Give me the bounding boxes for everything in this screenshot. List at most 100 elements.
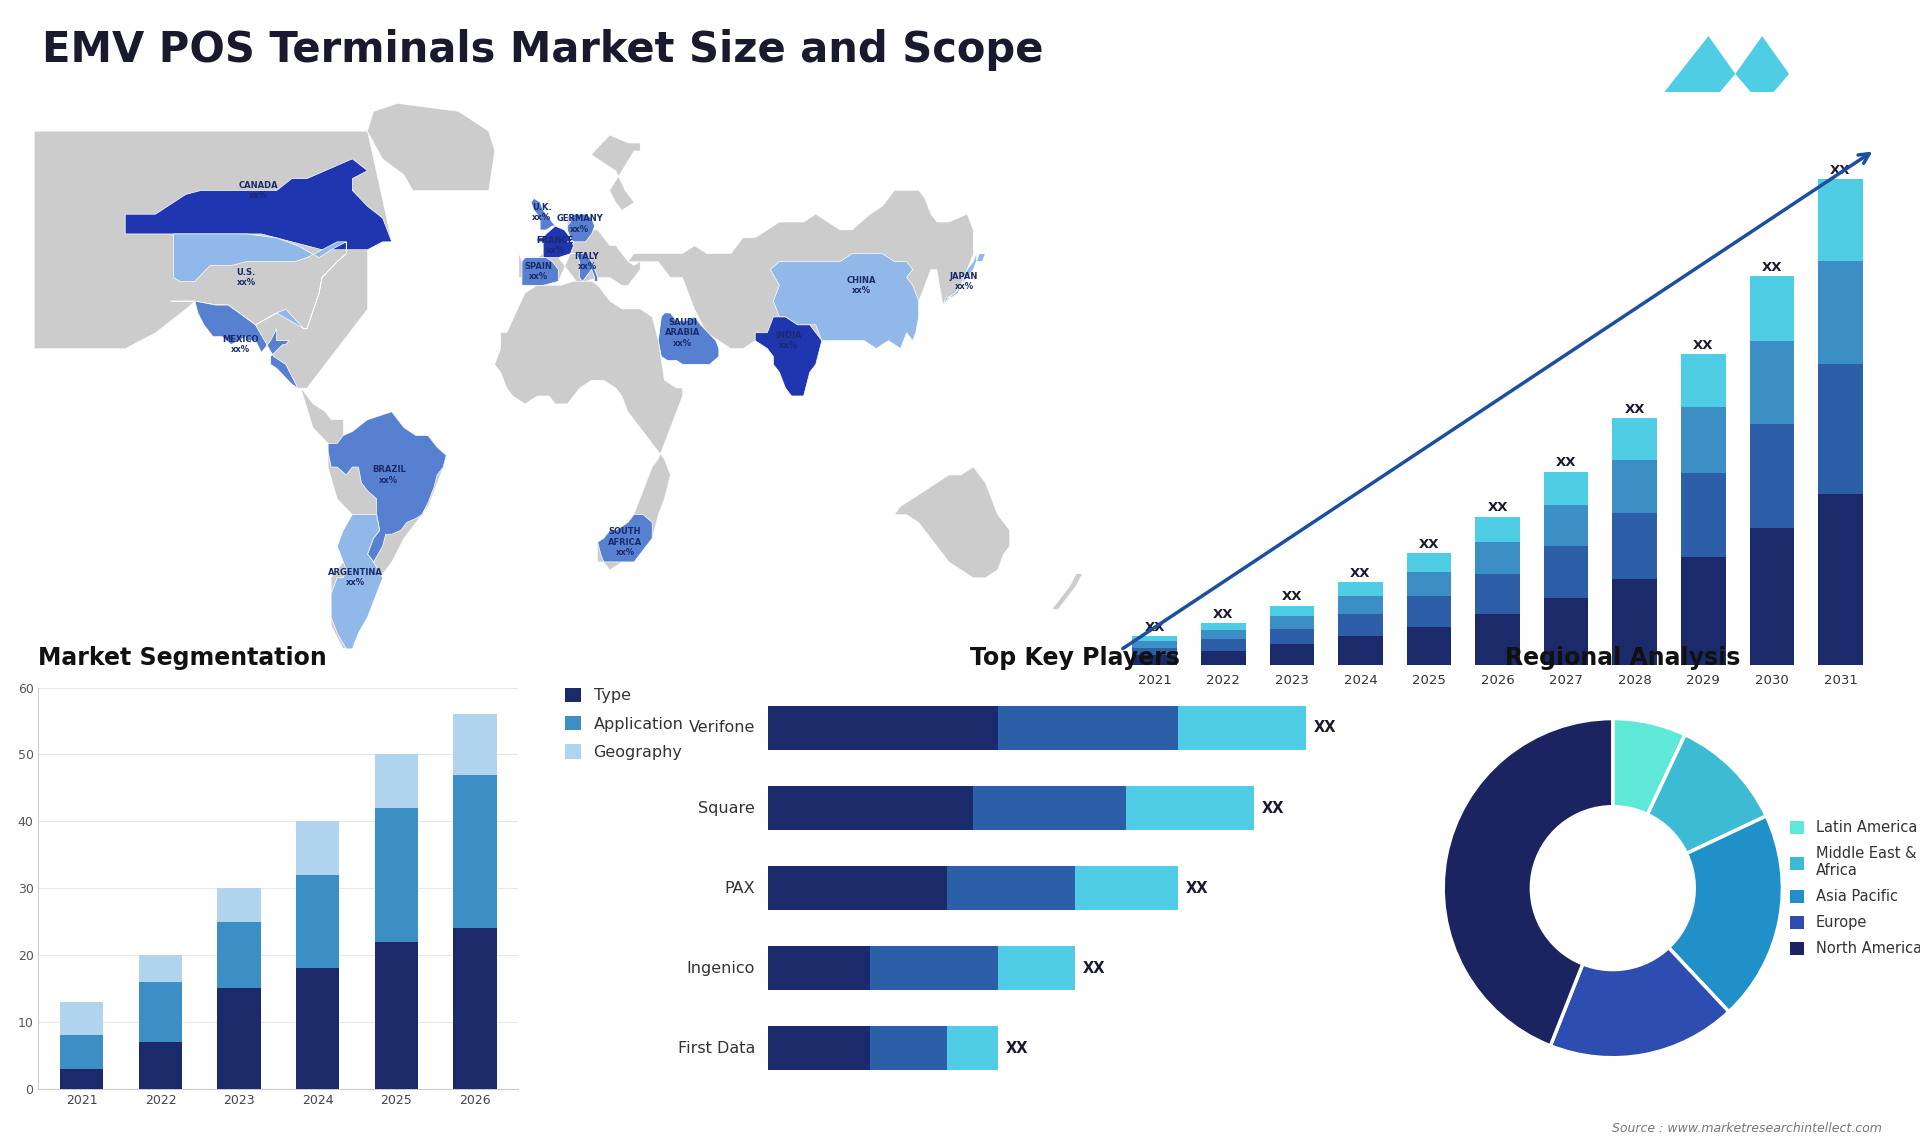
Bar	[374, 754, 419, 808]
Bar	[217, 921, 261, 988]
Text: XX: XX	[1693, 338, 1713, 352]
Bar	[1269, 615, 1313, 628]
Bar	[60, 1068, 104, 1089]
Bar	[1338, 614, 1382, 636]
Wedge shape	[1549, 948, 1728, 1058]
Bar	[1407, 554, 1452, 572]
Text: EMV POS Terminals Market Size and Scope: EMV POS Terminals Market Size and Scope	[42, 29, 1044, 71]
Text: JAPAN
xx%: JAPAN xx%	[950, 272, 979, 291]
Bar	[1682, 354, 1726, 407]
Polygon shape	[35, 131, 392, 388]
Text: INDIA
xx%: INDIA xx%	[776, 331, 803, 351]
Bar	[947, 866, 1075, 910]
Text: XX: XX	[1488, 502, 1507, 515]
Bar	[998, 947, 1075, 990]
Bar	[60, 1002, 104, 1035]
Bar	[138, 1042, 182, 1089]
Bar	[1544, 505, 1588, 547]
Bar	[217, 888, 261, 921]
Text: MEXICO
xx%: MEXICO xx%	[223, 335, 259, 354]
Text: MARKET
RESEARCH
INTELLECT: MARKET RESEARCH INTELLECT	[1797, 50, 1851, 85]
Text: XX: XX	[1624, 402, 1645, 416]
Text: Source : www.marketresearchintellect.com: Source : www.marketresearchintellect.com	[1611, 1122, 1882, 1135]
Bar	[1202, 639, 1246, 651]
Wedge shape	[1668, 816, 1782, 1012]
Text: XX: XX	[1763, 260, 1782, 274]
Text: XX: XX	[1350, 567, 1371, 580]
Bar	[870, 947, 998, 990]
Bar	[453, 928, 497, 1089]
Bar	[1177, 706, 1306, 749]
Text: XX: XX	[1185, 880, 1208, 896]
Bar	[1749, 528, 1793, 665]
Legend: Latin America, Middle East &
Africa, Asia Pacific, Europe, North America: Latin America, Middle East & Africa, Asi…	[1789, 821, 1920, 956]
Text: XX: XX	[1261, 801, 1284, 816]
Polygon shape	[301, 388, 445, 649]
Bar	[1407, 627, 1452, 665]
Bar	[768, 947, 870, 990]
Bar	[1613, 418, 1657, 460]
Bar	[1133, 642, 1177, 647]
Polygon shape	[975, 253, 985, 261]
Bar	[374, 808, 419, 942]
Bar	[1475, 542, 1521, 574]
Text: Square: Square	[699, 801, 755, 816]
Polygon shape	[770, 253, 920, 348]
Polygon shape	[328, 411, 445, 562]
Polygon shape	[194, 301, 298, 388]
Bar	[1682, 473, 1726, 557]
Bar	[1075, 866, 1177, 910]
Bar	[1818, 179, 1862, 261]
Bar	[1338, 636, 1382, 665]
Bar	[1475, 614, 1521, 665]
Bar	[1818, 261, 1862, 363]
Bar	[60, 1035, 104, 1068]
Bar	[1407, 596, 1452, 627]
Bar	[1749, 342, 1793, 424]
Polygon shape	[568, 214, 595, 242]
Polygon shape	[125, 159, 392, 250]
Bar	[1127, 786, 1254, 830]
Bar	[453, 775, 497, 928]
Text: Verifone: Verifone	[689, 721, 755, 736]
Polygon shape	[755, 317, 822, 397]
Bar	[1749, 276, 1793, 342]
Bar	[1682, 557, 1726, 665]
Text: XX: XX	[1419, 537, 1440, 550]
Bar	[1133, 636, 1177, 642]
Bar	[296, 822, 340, 874]
Text: SPAIN
xx%: SPAIN xx%	[524, 261, 553, 281]
Text: ITALY
xx%: ITALY xx%	[574, 252, 599, 272]
Text: BRAZIL
xx%: BRAZIL xx%	[372, 465, 405, 485]
Bar	[1338, 582, 1382, 596]
Text: XX: XX	[1144, 621, 1165, 634]
Text: CHINA
xx%: CHINA xx%	[847, 276, 876, 295]
Bar	[768, 706, 998, 749]
Wedge shape	[1613, 719, 1686, 815]
Text: First Data: First Data	[678, 1041, 755, 1055]
Bar	[998, 706, 1177, 749]
Text: CANADA
xx%: CANADA xx%	[238, 181, 278, 201]
Bar	[947, 1027, 998, 1070]
Bar	[1613, 460, 1657, 512]
Bar	[1269, 606, 1313, 615]
Text: XX: XX	[1083, 960, 1106, 975]
Text: XX: XX	[1213, 607, 1233, 621]
Polygon shape	[538, 226, 574, 258]
Text: U.K.
xx%: U.K. xx%	[532, 203, 551, 222]
Polygon shape	[328, 515, 382, 649]
Bar	[296, 968, 340, 1089]
Polygon shape	[1052, 574, 1083, 610]
Text: GERMANY
xx%: GERMANY xx%	[557, 214, 603, 234]
Polygon shape	[532, 198, 555, 230]
Polygon shape	[895, 468, 1010, 578]
Bar	[138, 982, 182, 1042]
Bar	[296, 874, 340, 968]
Bar	[1682, 407, 1726, 473]
Wedge shape	[1647, 735, 1766, 854]
Bar	[1475, 517, 1521, 542]
Polygon shape	[495, 282, 682, 570]
Bar	[1613, 512, 1657, 579]
Polygon shape	[367, 103, 495, 190]
Bar	[1544, 598, 1588, 665]
